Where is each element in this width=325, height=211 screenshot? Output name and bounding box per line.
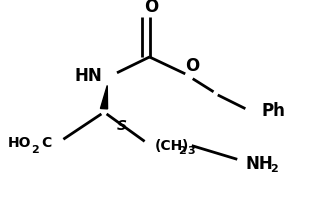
Text: C: C xyxy=(41,137,52,150)
Text: HN: HN xyxy=(75,67,102,85)
Text: Ph: Ph xyxy=(262,102,285,120)
Text: NH: NH xyxy=(245,154,273,173)
Polygon shape xyxy=(100,85,108,109)
Text: O: O xyxy=(144,0,158,16)
Text: 2: 2 xyxy=(270,164,278,174)
Text: O: O xyxy=(185,57,199,75)
Text: ): ) xyxy=(182,139,188,153)
Text: 2: 2 xyxy=(178,146,186,156)
Text: 3: 3 xyxy=(187,146,194,156)
Text: S: S xyxy=(117,119,127,133)
Text: (CH: (CH xyxy=(154,139,183,153)
Text: 2: 2 xyxy=(32,145,39,155)
Text: HO: HO xyxy=(7,137,31,150)
